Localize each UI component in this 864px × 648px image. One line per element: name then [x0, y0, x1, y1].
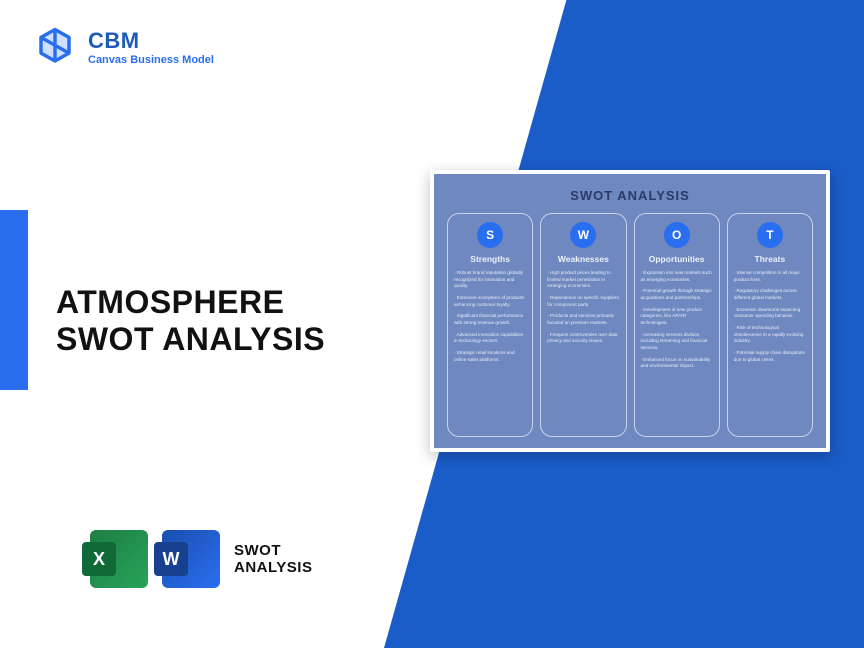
- logo: CBM Canvas Business Model: [34, 26, 214, 68]
- swot-list: · Robust brand reputation globally recog…: [454, 270, 526, 363]
- swot-col-threats: T Threats · Intense competition in all m…: [727, 213, 813, 437]
- page-title: ATMOSPHERE SWOT ANALYSIS: [56, 284, 325, 358]
- brand-name: CBM: [88, 28, 214, 54]
- left-accent-bar: [0, 210, 28, 390]
- list-item: · Regulatory challenges across different…: [734, 288, 806, 301]
- logo-icon: [34, 26, 76, 68]
- list-item: · Products and services primarily focuse…: [547, 313, 619, 326]
- swot-col-name: Weaknesses: [547, 254, 619, 264]
- swot-list: · Expansion into new markets such as eme…: [641, 270, 713, 370]
- swot-columns: S Strengths · Robust brand reputation gl…: [447, 213, 813, 437]
- list-item: · Potential growth through strategic acq…: [641, 288, 713, 301]
- swot-col-name: Strengths: [454, 254, 526, 264]
- list-item: · Intense competition in all major produ…: [734, 270, 806, 283]
- list-item: · Significant financial performance with…: [454, 313, 526, 326]
- list-item: · Increasing services division, includin…: [641, 332, 713, 352]
- list-item: · Development of new product categories,…: [641, 307, 713, 327]
- list-item: · Dependence on specific suppliers for c…: [547, 295, 619, 308]
- list-item: · Potential supply chain disruptions due…: [734, 350, 806, 363]
- swot-letter: S: [477, 222, 503, 248]
- bottom-icons: X W SWOT ANALYSIS: [90, 530, 312, 588]
- list-item: · Economic downturns impacting consumer …: [734, 307, 806, 320]
- list-item: · Strategic retail locations and online …: [454, 350, 526, 363]
- list-item: · Enhanced focus on sustainability and e…: [641, 357, 713, 370]
- list-item: · Extensive ecosystem of products enhanc…: [454, 295, 526, 308]
- swot-col-name: Opportunities: [641, 254, 713, 264]
- swot-col-weaknesses: W Weaknesses · High product prices leadi…: [540, 213, 626, 437]
- list-item: · High product prices leading to limited…: [547, 270, 619, 290]
- word-letter: W: [154, 542, 188, 576]
- page: CBM Canvas Business Model ATMOSPHERE SWO…: [0, 0, 864, 648]
- swot-list: · Intense competition in all major produ…: [734, 270, 806, 363]
- list-item: · Advanced innovation capabilities in te…: [454, 332, 526, 345]
- swot-col-strengths: S Strengths · Robust brand reputation gl…: [447, 213, 533, 437]
- word-icon: W: [162, 530, 220, 588]
- title-line-2: SWOT ANALYSIS: [56, 321, 325, 357]
- swot-letter: W: [570, 222, 596, 248]
- list-item: · Expansion into new markets such as eme…: [641, 270, 713, 283]
- title-line-1: ATMOSPHERE: [56, 284, 284, 320]
- swot-letter: O: [664, 222, 690, 248]
- bottom-label-1: SWOT: [234, 542, 281, 559]
- bottom-label: SWOT ANALYSIS: [234, 542, 312, 577]
- list-item: · Frequent controversies over data priva…: [547, 332, 619, 345]
- swot-col-opportunities: O Opportunities · Expansion into new mar…: [634, 213, 720, 437]
- excel-letter: X: [82, 542, 116, 576]
- list-item: · Risk of technological obsolescence in …: [734, 325, 806, 345]
- swot-title: SWOT ANALYSIS: [447, 188, 813, 203]
- swot-card: SWOT ANALYSIS S Strengths · Robust brand…: [430, 170, 830, 452]
- list-item: · Robust brand reputation globally recog…: [454, 270, 526, 290]
- swot-letter: T: [757, 222, 783, 248]
- swot-col-name: Threats: [734, 254, 806, 264]
- swot-list: · High product prices leading to limited…: [547, 270, 619, 345]
- bottom-label-2: ANALYSIS: [234, 559, 312, 576]
- logo-text: CBM Canvas Business Model: [88, 28, 214, 66]
- brand-tagline: Canvas Business Model: [88, 54, 214, 66]
- excel-icon: X: [90, 530, 148, 588]
